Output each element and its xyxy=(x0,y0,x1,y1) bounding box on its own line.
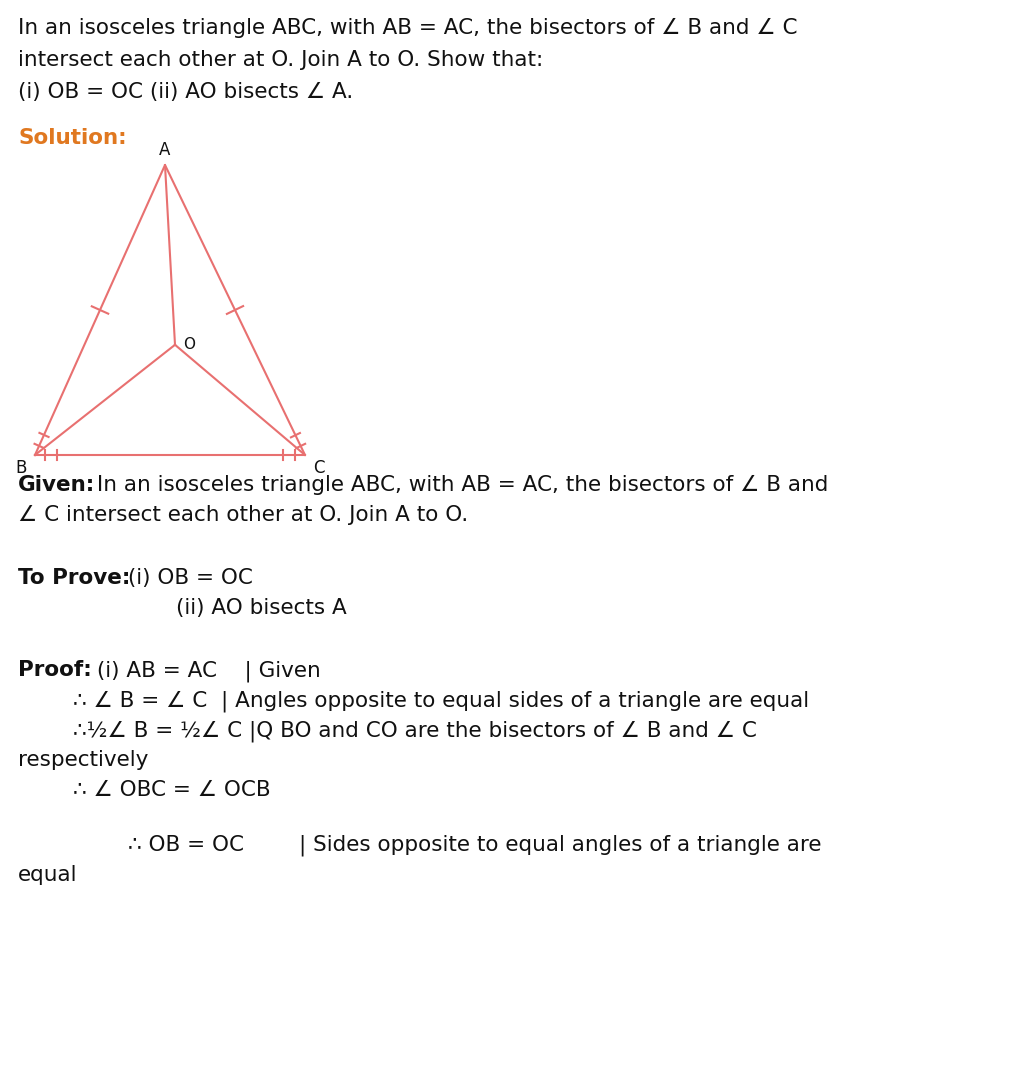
Text: (ii) AO bisects A: (ii) AO bisects A xyxy=(121,598,347,618)
Text: ∠ C intersect each other at O. Join A to O.: ∠ C intersect each other at O. Join A to… xyxy=(18,505,468,525)
Text: ∴ ∠ B = ∠ C  | Angles opposite to equal sides of a triangle are equal: ∴ ∠ B = ∠ C | Angles opposite to equal s… xyxy=(18,689,809,711)
Text: respectively: respectively xyxy=(18,750,148,770)
Text: A: A xyxy=(160,141,171,159)
Text: In an isosceles triangle ABC, with AB = AC, the bisectors of ∠ B and: In an isosceles triangle ABC, with AB = … xyxy=(90,475,828,495)
Text: ∴½∠ B = ½∠ C |Q BO and CO are the bisectors of ∠ B and ∠ C: ∴½∠ B = ½∠ C |Q BO and CO are the bisect… xyxy=(18,720,757,741)
Text: intersect each other at O. Join A to O. Show that:: intersect each other at O. Join A to O. … xyxy=(18,50,544,70)
Text: B: B xyxy=(15,459,27,477)
Text: ∴ OB = OC        | Sides opposite to equal angles of a triangle are: ∴ OB = OC | Sides opposite to equal angl… xyxy=(18,835,821,857)
Text: Proof:: Proof: xyxy=(18,660,92,680)
Text: Solution:: Solution: xyxy=(18,128,127,148)
Text: C: C xyxy=(313,459,325,477)
Text: (i) OB = OC: (i) OB = OC xyxy=(121,568,253,588)
Text: (i) AB = AC    | Given: (i) AB = AC | Given xyxy=(90,660,321,682)
Text: In an isosceles triangle ABC, with AB = AC, the bisectors of ∠ B and ∠ C: In an isosceles triangle ABC, with AB = … xyxy=(18,18,798,38)
Text: ∴ ∠ OBC = ∠ OCB: ∴ ∠ OBC = ∠ OCB xyxy=(18,780,270,800)
Text: To Prove:: To Prove: xyxy=(18,568,130,588)
Text: O: O xyxy=(183,338,195,353)
Text: equal: equal xyxy=(18,865,78,885)
Text: Given:: Given: xyxy=(18,475,95,495)
Text: (i) OB = OC (ii) AO bisects ∠ A.: (i) OB = OC (ii) AO bisects ∠ A. xyxy=(18,82,353,103)
